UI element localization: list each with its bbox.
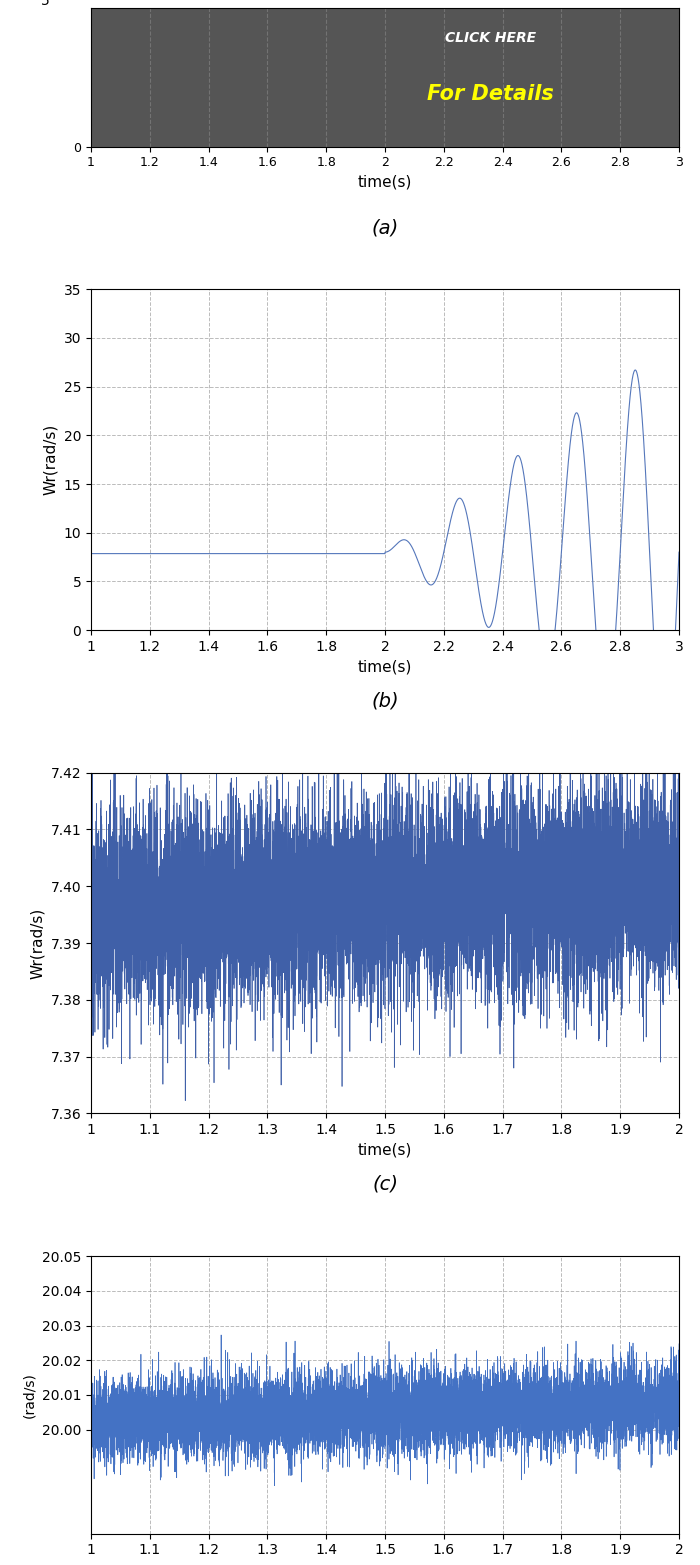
Text: For Details: For Details (428, 85, 554, 103)
Text: (a): (a) (372, 219, 398, 238)
Text: (b): (b) (371, 692, 399, 711)
Y-axis label: Wr(rad/s): Wr(rad/s) (30, 908, 45, 978)
Text: CLICK HERE: CLICK HERE (445, 31, 536, 45)
Y-axis label: (rad/s): (rad/s) (22, 1373, 36, 1418)
Text: 5: 5 (41, 0, 50, 8)
X-axis label: time(s): time(s) (358, 1142, 412, 1158)
X-axis label: time(s): time(s) (358, 175, 412, 189)
Y-axis label: Wr(rad/s): Wr(rad/s) (43, 424, 58, 495)
Text: (c): (c) (372, 1175, 398, 1194)
X-axis label: time(s): time(s) (358, 659, 412, 675)
